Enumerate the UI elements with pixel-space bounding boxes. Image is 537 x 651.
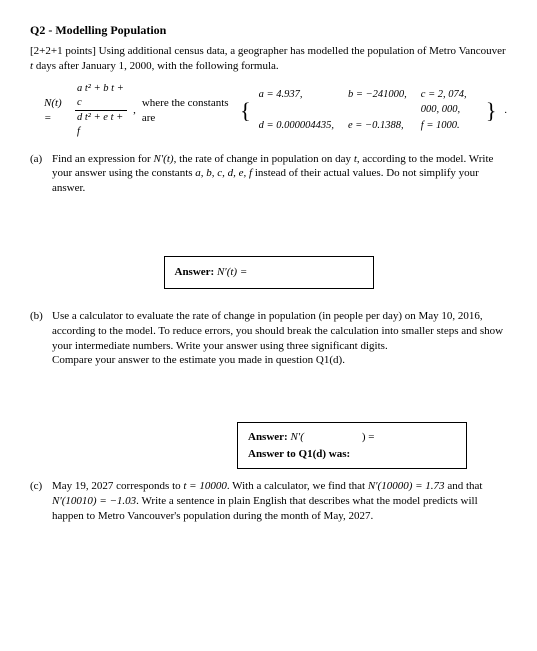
formula-den: d t² + e t + f xyxy=(75,111,127,139)
formula-where: where the constants are xyxy=(142,96,234,126)
answer-box-b: Answer: N′( ) = Answer to Q1(d) was: xyxy=(237,422,467,469)
part-b-label: (b) xyxy=(30,309,52,368)
brace-right-icon: } xyxy=(486,100,497,122)
answer-a-expr: N′(t) = xyxy=(217,266,247,278)
part-c-n1: N′(10000) = 1.73 xyxy=(368,480,445,492)
part-a: (a) Find an expression for N′(t), the ra… xyxy=(30,152,507,197)
part-b-body: Use a calculator to evaluate the rate of… xyxy=(52,309,507,368)
formula-row: N(t) = a t² + b t + c d t² + e t + f , w… xyxy=(44,82,507,140)
part-c-text-mid1: . With a calculator, we find that xyxy=(227,480,368,492)
constants-grid: a = 4.937, b = −241000, c = 2, 074, 000,… xyxy=(259,88,478,133)
part-a-nprime: N′(t) xyxy=(153,153,173,165)
part-b-text: Use a calculator to evaluate the rate of… xyxy=(52,310,503,352)
intro-prefix: [2+2+1 points] Using additional census d… xyxy=(30,45,506,57)
formula-comma: , xyxy=(133,103,136,118)
answer-b-close: ) = xyxy=(362,431,375,443)
const-e: e = −0.1388, xyxy=(348,119,407,133)
const-f: f = 1000. xyxy=(421,119,478,133)
answer-b-expr: N′( xyxy=(290,431,303,443)
part-c-teq: t = 10000 xyxy=(183,480,226,492)
part-b: (b) Use a calculator to evaluate the rat… xyxy=(30,309,507,368)
answer-box-a: Answer: N′(t) = xyxy=(164,256,374,289)
const-c: c = 2, 074, 000, 000, xyxy=(421,88,478,116)
part-c-n2: N′(10010) = −1.03 xyxy=(52,495,136,507)
question-intro: [2+2+1 points] Using additional census d… xyxy=(30,44,507,74)
question-title: Q2 - Modelling Population xyxy=(30,22,507,38)
const-a: a = 4.937, xyxy=(259,88,334,116)
part-a-text-pre: Find an expression for xyxy=(52,153,153,165)
brace-period: . xyxy=(504,104,507,118)
part-a-text-mid: , the rate of change in population on da… xyxy=(174,153,354,165)
formula-num: a t² + b t + c xyxy=(75,82,127,111)
part-b-text2: Compare your answer to the estimate you … xyxy=(52,354,345,366)
answer-b-q1d: Answer to Q1(d) was: xyxy=(248,448,350,460)
constants-block: { a = 4.937, b = −241000, c = 2, 074, 00… xyxy=(240,88,507,133)
brace-left-icon: { xyxy=(240,100,251,122)
part-a-body: Find an expression for N′(t), the rate o… xyxy=(52,152,507,197)
const-b: b = −241000, xyxy=(348,88,407,116)
part-c-text-pre: May 19, 2027 corresponds to xyxy=(52,480,183,492)
part-c-label: (c) xyxy=(30,479,52,524)
part-c: (c) May 19, 2027 corresponds to t = 1000… xyxy=(30,479,507,524)
formula-fraction: a t² + b t + c d t² + e t + f xyxy=(75,82,127,140)
answer-b-label: Answer: xyxy=(248,431,290,443)
intro-suffix: days after January 1, 2000, with the fol… xyxy=(33,60,279,72)
part-c-text-mid2: and that xyxy=(445,480,483,492)
const-d: d = 0.000004435, xyxy=(259,119,334,133)
part-c-body: May 19, 2027 corresponds to t = 10000. W… xyxy=(52,479,507,524)
formula-lhs: N(t) = xyxy=(44,96,69,126)
part-a-label: (a) xyxy=(30,152,52,197)
answer-a-label: Answer: xyxy=(175,266,217,278)
part-a-consts: a, b, c, d, e, f xyxy=(195,167,252,179)
